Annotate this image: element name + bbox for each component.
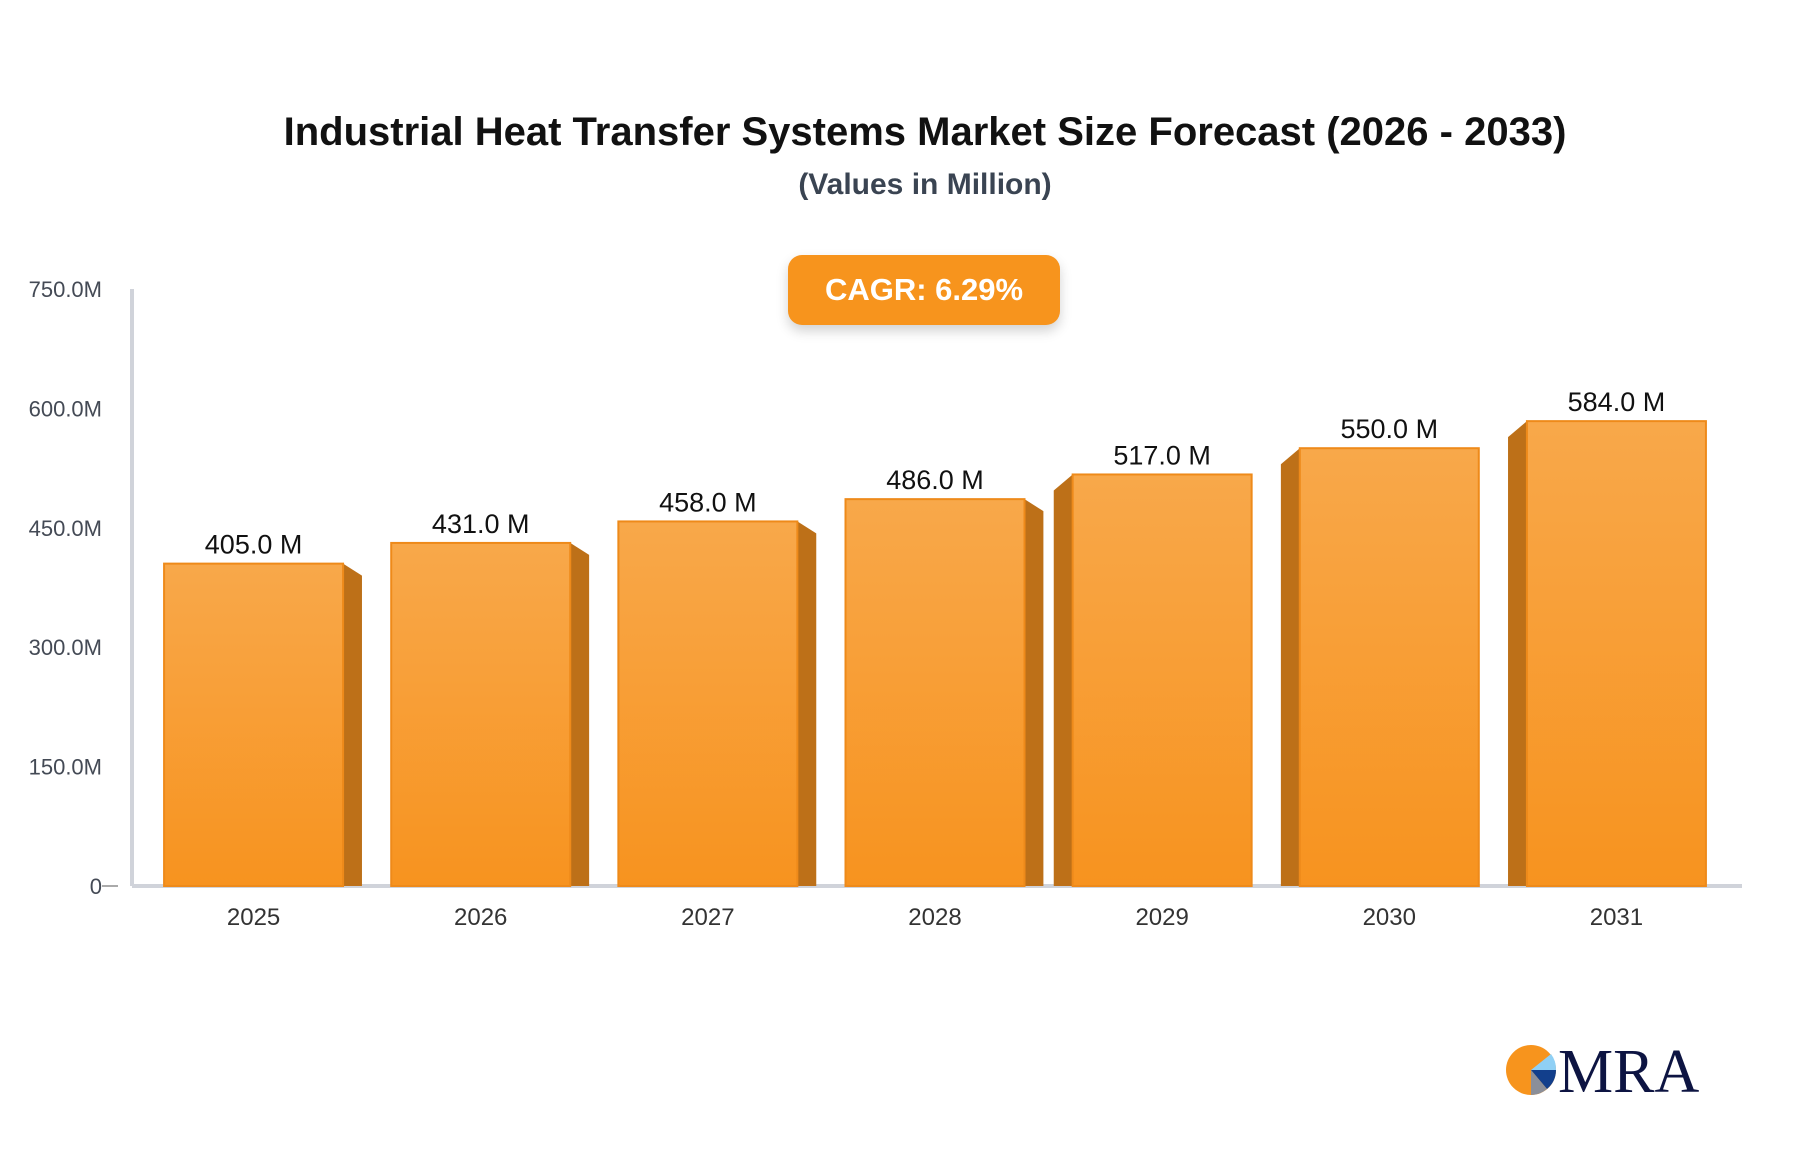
x-tick-label: 2031	[1590, 904, 1643, 931]
bar-value-label: 458.0 M	[659, 487, 757, 517]
y-tick-label: 0	[90, 874, 102, 899]
bar-group: 458.0 M 2027	[617, 487, 817, 931]
bar-group: 405.0 M 2025	[163, 530, 362, 931]
bar-side	[797, 521, 817, 886]
bar	[163, 562, 345, 887]
bar	[1071, 473, 1253, 887]
bar-side	[343, 563, 362, 886]
chart-subtitle: (Values in Million)	[798, 168, 1052, 201]
y-tick-label: 600.0M	[29, 396, 102, 421]
bar	[617, 520, 799, 887]
y-tick-label: 150.0M	[29, 755, 102, 780]
bar-value-label: 550.0 M	[1341, 414, 1439, 444]
chart-title: Industrial Heat Transfer Systems Market …	[283, 110, 1567, 154]
bar	[390, 541, 572, 887]
y-tick-label: 300.0M	[29, 635, 102, 660]
x-tick-label: 2026	[454, 904, 507, 931]
mra-logo: MRA	[1506, 1038, 1699, 1106]
bar-group: 517.0 M 2029	[1053, 440, 1253, 931]
bar-group: 584.0 M 2031	[1508, 387, 1707, 931]
bar-side	[1280, 448, 1300, 886]
bar-side	[1508, 421, 1527, 886]
y-tick-label: 750.0M	[29, 277, 102, 302]
bar-side	[1024, 499, 1044, 886]
x-tick-label: 2030	[1363, 904, 1416, 931]
bar-group: 431.0 M 2026	[390, 509, 590, 931]
bar	[1525, 420, 1707, 887]
x-tick-label: 2025	[227, 904, 280, 931]
bar-group: 550.0 M 2030	[1280, 414, 1480, 931]
bar-value-label: 584.0 M	[1568, 387, 1666, 417]
y-tick-label: 450.0M	[29, 516, 102, 541]
cagr-badge: CAGR: 6.29%	[788, 255, 1060, 325]
bar-side	[1053, 474, 1073, 886]
x-tick-label: 2029	[1135, 904, 1188, 931]
bar-value-label: 405.0 M	[205, 530, 303, 560]
x-tick-label: 2027	[681, 904, 734, 931]
bar	[1298, 447, 1480, 887]
bar-value-label: 486.0 M	[886, 465, 984, 495]
bar-group: 486.0 M 2028	[844, 465, 1044, 931]
logo-text: MRA	[1558, 1038, 1699, 1106]
bar-side	[570, 542, 590, 886]
bar-value-label: 517.0 M	[1113, 440, 1211, 470]
bar	[844, 498, 1026, 887]
bar-value-label: 431.0 M	[432, 509, 530, 539]
x-tick-label: 2028	[908, 904, 961, 931]
